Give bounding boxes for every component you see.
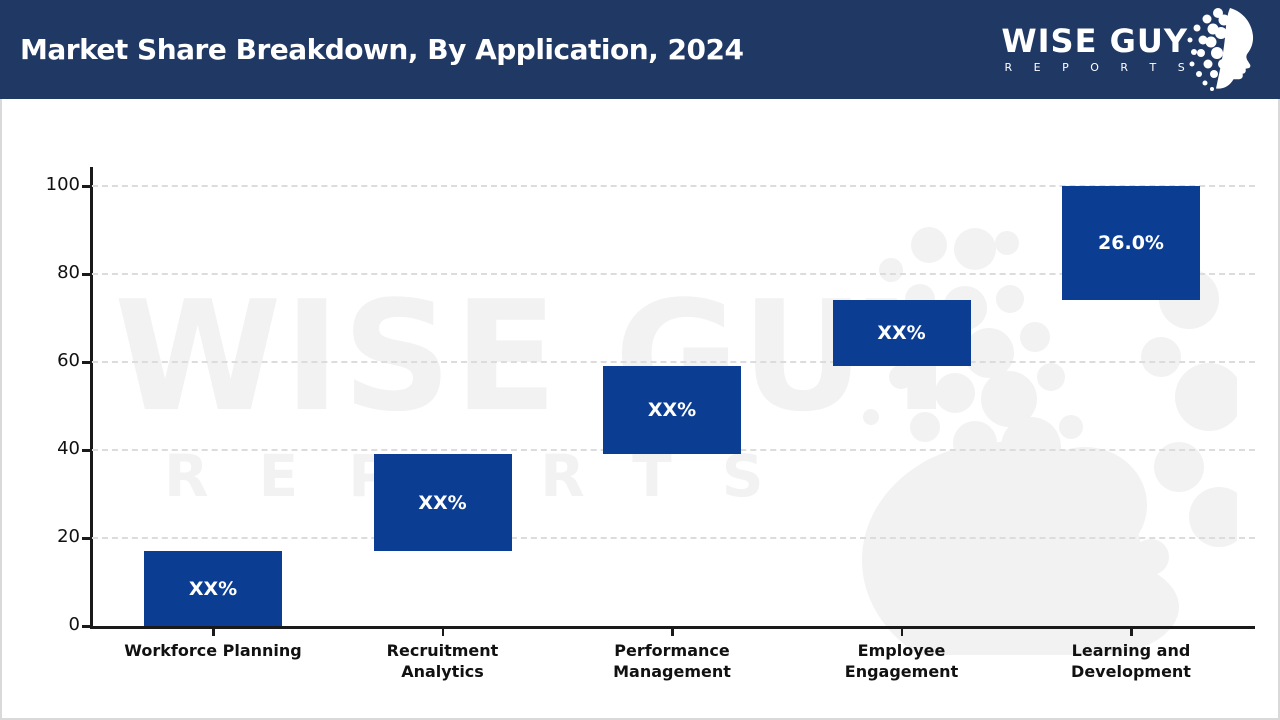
- x-category-label-line: Learning and: [1071, 641, 1191, 660]
- header-bar: Market Share Breakdown, By Application, …: [0, 0, 1280, 99]
- x-category-label-line: Development: [1071, 662, 1191, 681]
- x-tick-mark: [1130, 628, 1133, 636]
- x-category-label: Recruitment Analytics: [333, 640, 553, 682]
- wise-guy-logo: WISE GUY R E P O R T S: [1001, 6, 1258, 94]
- bar-segment: XX%: [144, 551, 282, 626]
- y-tick-label: 0: [68, 614, 80, 635]
- bar-segment: 26.0%: [1062, 186, 1200, 301]
- logo-text: WISE GUY R E P O R T S: [1001, 25, 1188, 74]
- x-category-label: Performance Management: [562, 640, 782, 682]
- bar-value-label: 26.0%: [1098, 232, 1164, 255]
- y-tick-mark: [82, 273, 91, 276]
- x-tick-mark: [671, 628, 674, 636]
- x-tick-mark: [900, 628, 903, 636]
- x-axis-spine: [90, 626, 1255, 629]
- x-category-label: Workforce Planning: [103, 640, 323, 661]
- x-category-label-line: Workforce Planning: [124, 641, 302, 660]
- x-category-label-line: Analytics: [401, 662, 484, 681]
- x-tick-mark: [441, 628, 444, 636]
- bar-value-label: XX%: [188, 577, 238, 600]
- x-category-label-line: Engagement: [844, 662, 959, 681]
- bar-segment: XX%: [373, 454, 512, 552]
- chart-title: Market Share Breakdown, By Application, …: [20, 33, 744, 66]
- y-tick-label: 60: [57, 350, 80, 371]
- x-category-label-line: Recruitment: [386, 641, 499, 660]
- gridline: [92, 273, 1255, 275]
- y-tick-label: 40: [57, 438, 80, 459]
- logo-wordmark: WISE GUY: [1001, 22, 1188, 60]
- watermark-face-icon: [862, 225, 1237, 655]
- y-axis-spine: [90, 167, 93, 628]
- logo-subtitle: R E P O R T S: [1004, 61, 1194, 74]
- y-tick-label: 20: [57, 526, 80, 547]
- y-tick-mark: [82, 185, 91, 188]
- logo-face-icon: [1187, 7, 1254, 91]
- bar-segment: XX%: [832, 300, 971, 367]
- gridline: [92, 537, 1255, 539]
- y-tick-label: 100: [45, 174, 80, 195]
- y-tick-mark: [82, 625, 91, 628]
- x-category-label: Learning and Development: [1021, 640, 1241, 682]
- gridline: [92, 185, 1255, 187]
- x-category-label-line: Performance: [614, 641, 730, 660]
- y-tick-mark: [82, 449, 91, 452]
- x-tick-mark: [212, 628, 215, 636]
- bar-segment: XX%: [603, 366, 741, 455]
- x-category-label: Employee Engagement: [792, 640, 1012, 682]
- x-category-label-line: Employee: [857, 641, 946, 660]
- y-tick-mark: [82, 361, 91, 364]
- gridline: [92, 361, 1255, 363]
- x-category-label-line: Management: [613, 662, 731, 681]
- bar-value-label: XX%: [647, 399, 697, 422]
- y-tick-label: 80: [57, 262, 80, 283]
- bar-value-label: XX%: [418, 491, 467, 514]
- y-tick-mark: [82, 537, 91, 540]
- bar-value-label: XX%: [877, 322, 926, 345]
